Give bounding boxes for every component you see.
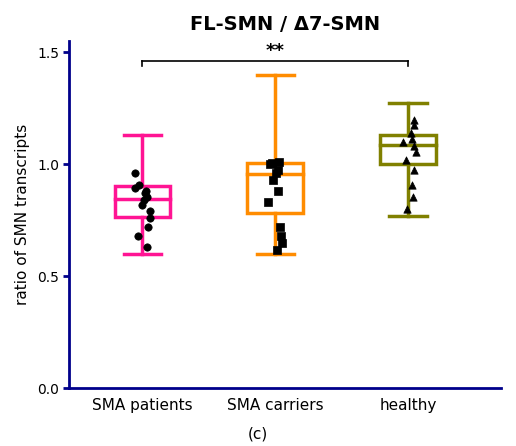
Text: **: ** xyxy=(266,42,285,60)
Point xyxy=(143,223,152,231)
Point xyxy=(140,190,149,197)
Point xyxy=(273,166,282,173)
Point xyxy=(146,208,154,215)
Point xyxy=(410,116,418,123)
Point xyxy=(407,129,415,136)
Point xyxy=(274,188,282,195)
Point xyxy=(278,239,286,246)
Point xyxy=(408,181,416,188)
Point xyxy=(131,170,139,177)
Point xyxy=(271,170,280,177)
Point xyxy=(138,201,146,208)
Point xyxy=(276,223,284,231)
Bar xyxy=(247,163,303,213)
Point xyxy=(399,138,408,145)
Point xyxy=(409,193,417,200)
Y-axis label: ratio of SMN transcripts: ratio of SMN transcripts xyxy=(15,124,30,306)
Point xyxy=(269,177,278,184)
Title: FL-SMN / Δ7-SMN: FL-SMN / Δ7-SMN xyxy=(190,15,380,34)
Point xyxy=(410,166,418,173)
Point xyxy=(143,244,151,251)
Point xyxy=(410,143,418,150)
Point xyxy=(277,232,285,240)
Point xyxy=(402,156,410,163)
Text: (c): (c) xyxy=(248,426,268,442)
Point xyxy=(142,193,151,200)
Point xyxy=(135,181,143,188)
Point xyxy=(272,246,281,253)
Point xyxy=(402,206,411,213)
Point xyxy=(131,184,139,191)
Bar xyxy=(380,135,436,165)
Point xyxy=(146,215,154,222)
Point xyxy=(412,149,420,156)
Point xyxy=(410,122,418,129)
Point xyxy=(267,160,276,167)
Point xyxy=(134,232,142,240)
Point xyxy=(266,161,275,168)
Point xyxy=(140,197,148,204)
Point xyxy=(264,199,272,206)
Point xyxy=(408,135,416,142)
Point xyxy=(275,158,283,165)
Point xyxy=(142,188,150,195)
Bar xyxy=(115,186,170,217)
